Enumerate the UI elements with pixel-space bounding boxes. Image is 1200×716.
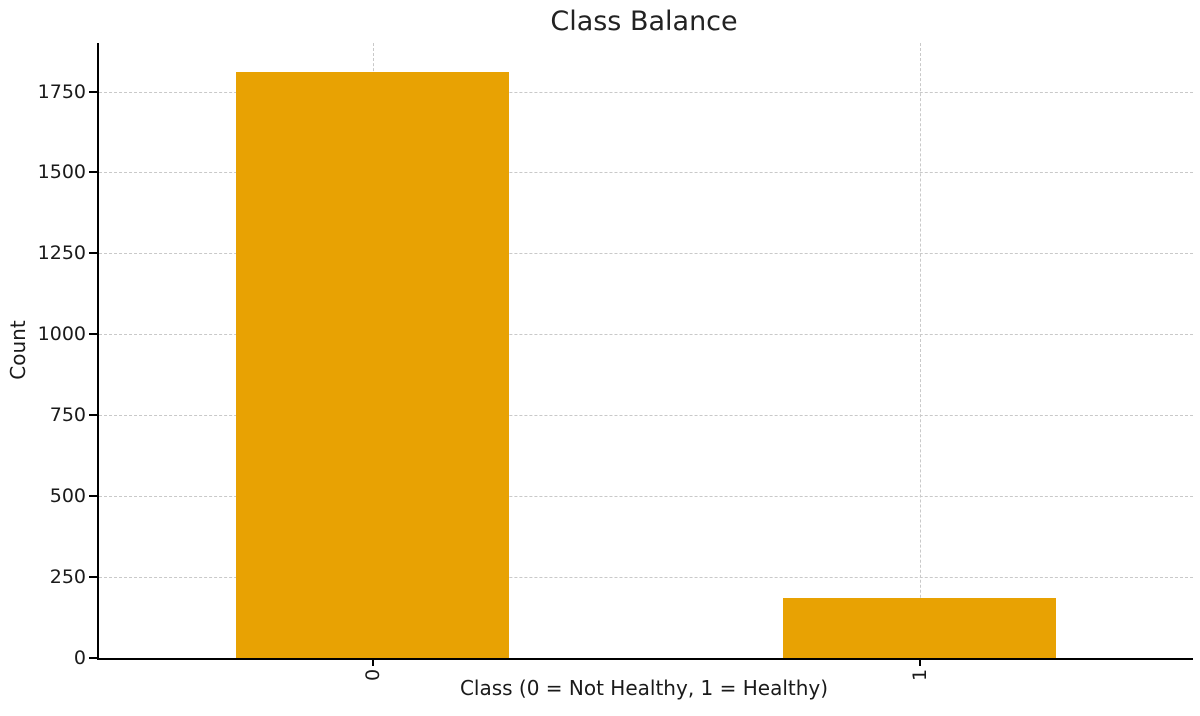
gridline-horizontal — [99, 496, 1193, 498]
x-axis-label: Class (0 = Not Healthy, 1 = Healthy) — [459, 676, 829, 700]
y-tick-label: 500 — [49, 485, 86, 508]
y-tick-label: 1000 — [37, 323, 86, 346]
y-axis-tick — [89, 657, 97, 659]
gridline-vertical — [919, 43, 921, 658]
y-axis-tick — [89, 171, 97, 174]
x-axis-tick — [371, 658, 374, 666]
y-tick-label: 0 — [73, 647, 86, 669]
y-tick-label: 1750 — [37, 80, 86, 103]
gridline-horizontal — [99, 334, 1193, 336]
gridline-horizontal — [99, 172, 1193, 174]
y-tick-label: 1500 — [37, 161, 86, 184]
y-axis-tick — [89, 414, 97, 417]
y-axis-tick — [89, 333, 97, 336]
bar — [782, 598, 1057, 658]
bar — [235, 72, 510, 658]
gridline-horizontal — [99, 253, 1193, 255]
gridline-horizontal — [99, 577, 1193, 579]
y-axis-tick — [89, 576, 97, 579]
y-tick-label: 750 — [49, 404, 86, 427]
y-axis-tick — [89, 252, 97, 255]
y-axis-label: Count — [6, 320, 30, 380]
x-axis-tick — [918, 658, 921, 666]
plot-area: 0 250 500 750 1000 1250 1500 1750 0 1 — [38, 43, 1193, 681]
gridline-horizontal — [99, 415, 1193, 417]
y-axis-tick — [89, 495, 97, 498]
y-axis-tick — [89, 90, 97, 93]
gridline-horizontal — [99, 91, 1193, 93]
y-tick-label: 1250 — [37, 242, 86, 265]
chart-title: Class Balance — [550, 6, 738, 37]
y-tick-label: 250 — [49, 566, 86, 589]
